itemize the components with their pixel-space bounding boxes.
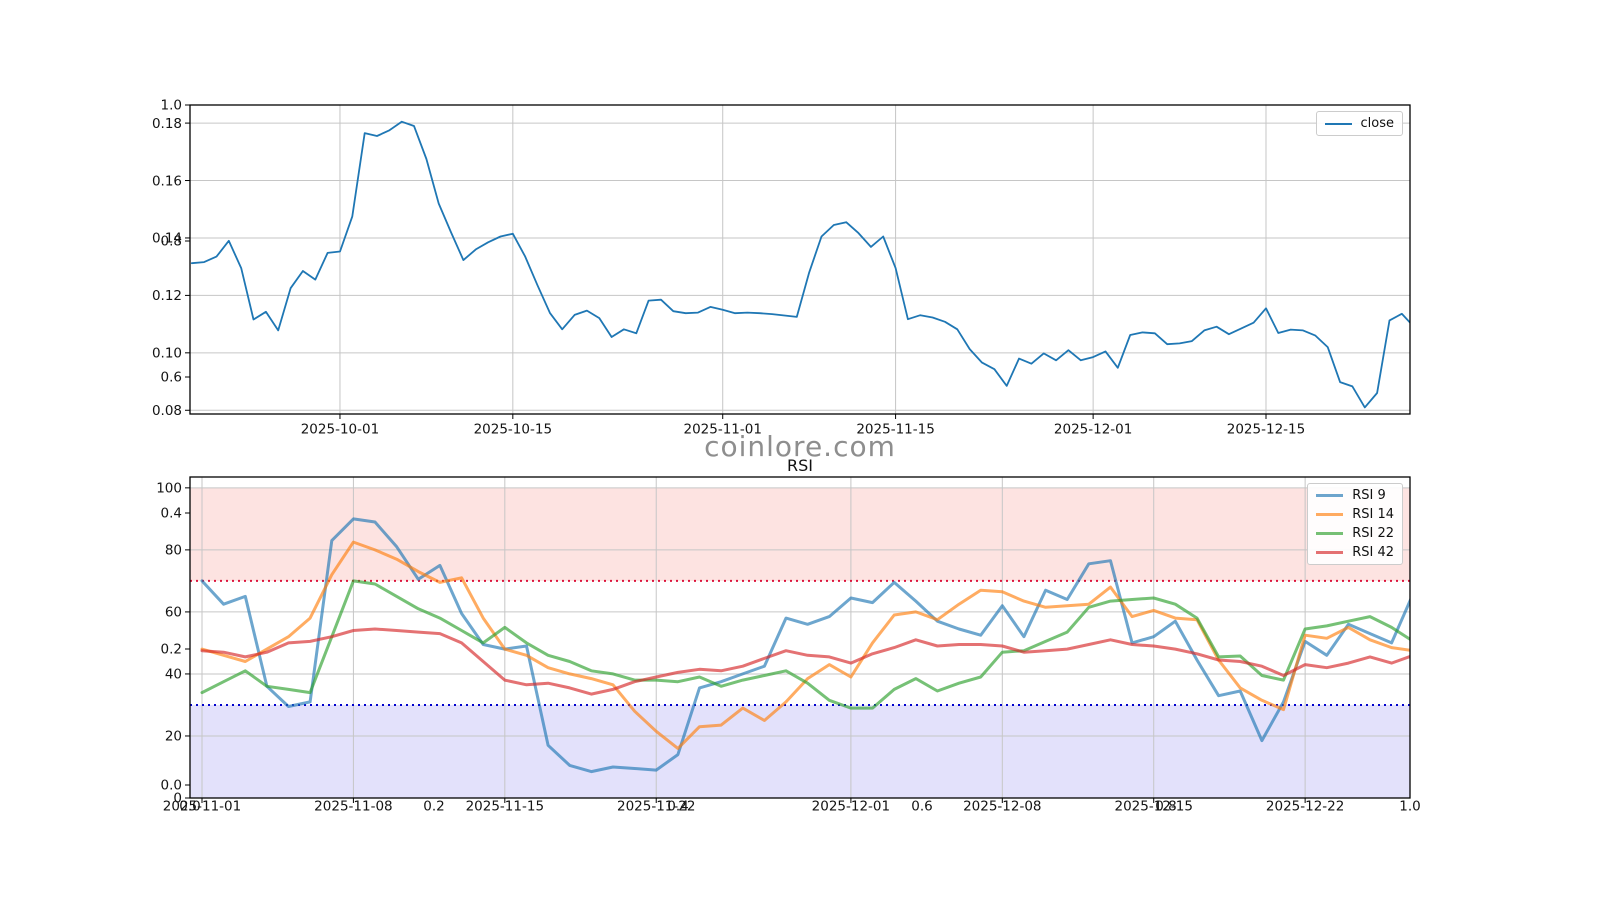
- oversold-band: [190, 704, 1410, 798]
- x-tick-label: 2025-12-15: [1227, 422, 1305, 438]
- x-tick-label: 2025-11-01: [163, 799, 241, 815]
- rsi14-line-swatch: [1316, 513, 1344, 516]
- rsi-9-line: [200, 517, 1410, 774]
- axes-spines: [189, 476, 1411, 799]
- watermark: coinlore.com: [704, 430, 896, 463]
- y-tick-label: 0: [173, 791, 182, 807]
- x-tick-label: 2025-12-01: [1054, 422, 1132, 438]
- phantom-y-label: 1.0: [161, 98, 182, 114]
- x-tick-label: 2025-11-15: [856, 422, 934, 438]
- x-tick-label: 2025-10-15: [474, 422, 552, 438]
- x-tick-label: 2025-11-15: [466, 799, 544, 815]
- y-tick-label: 0.14: [152, 231, 182, 247]
- y-tick-label: 40: [165, 667, 182, 683]
- phantom-x-label: 0.8: [1155, 799, 1176, 815]
- phantom-x-label: 0.6: [911, 799, 932, 815]
- x-tick-label: 2025-10-01: [301, 422, 379, 438]
- y-tick-label: 0.08: [152, 403, 182, 419]
- close-line-swatch: [1324, 122, 1352, 125]
- legend-label: RSI 22: [1352, 526, 1394, 541]
- rsi42-line-swatch: [1316, 551, 1344, 554]
- price-panel: 0.18 0.16 0.14 0.12 0.10 0.08 2025-10-01 2025-1…: [152, 104, 1411, 438]
- tick-marks: [185, 487, 1306, 803]
- rsi-legend: RSI 9 RSI 14 RSI 22 RSI 42: [1307, 483, 1403, 565]
- x-tick-label: 2025-11-01: [683, 422, 761, 438]
- legend-label: RSI 42: [1352, 545, 1394, 560]
- legend-label: close: [1360, 116, 1394, 131]
- phantom-x-label: 1.0: [1399, 799, 1420, 815]
- legend-item-close: close: [1324, 116, 1394, 131]
- close-legend: close: [1315, 111, 1403, 136]
- gridlines: [190, 105, 1410, 414]
- legend-label: RSI 9: [1352, 488, 1386, 503]
- y-tick-label: 0.18: [152, 116, 182, 132]
- phantom-y-label: 0.0: [161, 778, 182, 794]
- legend-item-rsi42: RSI 42: [1316, 545, 1394, 560]
- y-tick-label: 100: [156, 481, 182, 497]
- phantom-x-label: 0.2: [423, 799, 444, 815]
- y-tick-label: 0.12: [152, 288, 182, 304]
- rsi-panel-title: RSI: [787, 456, 813, 475]
- close-line: [190, 120, 1410, 409]
- phantom-x-label: 0.4: [667, 799, 688, 815]
- legend-label: RSI 14: [1352, 507, 1394, 522]
- y-tick-label: 0.10: [152, 346, 182, 362]
- x-tick-label: 2025-12-22: [1266, 799, 1344, 815]
- y-tick-label: 20: [165, 729, 182, 745]
- legend-item-rsi22: RSI 22: [1316, 526, 1394, 541]
- overbought-band: [190, 487, 1410, 581]
- x-tick-label: 2025-12-15: [1114, 799, 1192, 815]
- x-tick-label: 2025-11-22: [617, 799, 695, 815]
- y-tick-label: 0.16: [152, 173, 182, 189]
- x-tick-label: 2025-11-08: [314, 799, 392, 815]
- y-tick-label: 60: [165, 605, 182, 621]
- phantom-x-label: 0.0: [179, 799, 200, 815]
- phantom-y-label: 0.6: [161, 370, 182, 386]
- legend-item-rsi9: RSI 9: [1316, 488, 1394, 503]
- phantom-y-label: 0.8: [161, 234, 182, 250]
- rsi22-line-swatch: [1316, 532, 1344, 535]
- x-tick-label: 2025-12-01: [812, 799, 890, 815]
- phantom-axis: 1.0 0.8 0.6 0.4 0.2 0.0 0.0 0.2 0.4 0.6 0.8 1.0: [161, 98, 1421, 815]
- rsi-42-line: [200, 627, 1410, 696]
- x-tick-label: 2025-12-08: [963, 799, 1041, 815]
- axes-spines: [189, 104, 1411, 415]
- legend-item-rsi14: RSI 14: [1316, 507, 1394, 522]
- tick-marks: [185, 122, 1267, 419]
- rsi-22-line: [200, 579, 1410, 710]
- y-tick-label: 80: [165, 543, 182, 559]
- rsi9-line-swatch: [1316, 494, 1344, 497]
- phantom-y-label: 0.4: [161, 506, 182, 522]
- phantom-y-label: 0.2: [161, 642, 182, 658]
